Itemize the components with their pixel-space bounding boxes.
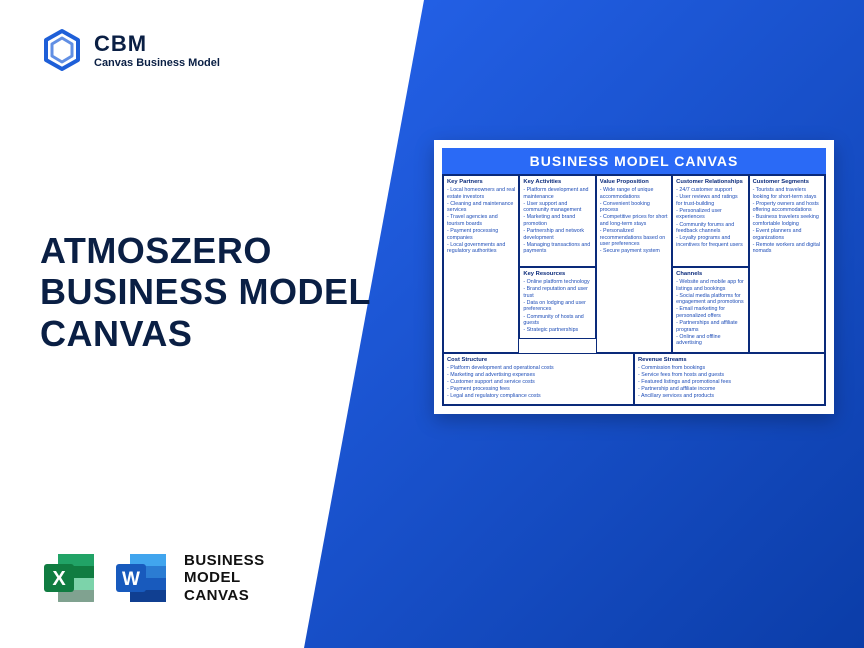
- cell-channels: Channels Website and mobile app for list…: [672, 267, 748, 353]
- cell-key-partners: Key Partners Local homeowners and real e…: [443, 175, 519, 353]
- list-item: User reviews and ratings for trust-build…: [676, 194, 744, 207]
- list-item: Event planners and organizations: [753, 228, 821, 241]
- list-item: Property owners and hosts offering accom…: [753, 201, 821, 214]
- list-item: Email marketing for personalized offers: [676, 306, 744, 319]
- list-item: Cleaning and maintenance services: [447, 201, 515, 214]
- list-item: Payment processing companies: [447, 228, 515, 241]
- list-item: Platform development and operational cos…: [447, 365, 630, 372]
- list-item: Legal and regulatory compliance costs: [447, 393, 630, 400]
- list-item: Brand reputation and user trust: [523, 286, 591, 299]
- list-item: Platform development and maintenance: [523, 187, 591, 200]
- list-item: Convenient booking process: [600, 201, 668, 214]
- logo-title: CBM: [94, 31, 220, 57]
- logo-subtitle: Canvas Business Model: [94, 57, 220, 69]
- list-item: Remote workers and digital nomads: [753, 242, 821, 255]
- svg-text:W: W: [122, 569, 140, 590]
- list-item: Website and mobile app for listings and …: [676, 279, 744, 292]
- cell-customer-relationships: Customer Relationships 24/7 customer sup…: [672, 175, 748, 267]
- format-label: BUSINESS MODEL CANVAS: [184, 552, 265, 604]
- canvas-grid: Key Partners Local homeowners and real e…: [442, 174, 826, 406]
- brand-logo: CBM Canvas Business Model: [40, 28, 220, 72]
- cell-customer-segments: Customer Segments Tourists and travelers…: [749, 175, 825, 353]
- list-item: Partnership and network development: [523, 228, 591, 241]
- svg-text:X: X: [52, 568, 66, 590]
- list-item: Marketing and advertising expenses: [447, 372, 630, 379]
- list-item: Community forums and feedback channels: [676, 222, 744, 235]
- logo-hex-icon: [40, 28, 84, 72]
- list-item: Personalized user experiences: [676, 208, 744, 221]
- word-icon: W: [112, 548, 172, 608]
- canvas-preview-card: BUSINESS MODEL CANVAS Key Partners Local…: [434, 140, 834, 414]
- list-item: Managing transactions and payments: [523, 242, 591, 255]
- cell-value-proposition: Value Proposition Wide range of unique a…: [596, 175, 672, 353]
- list-item: Service fees from hosts and guests: [638, 372, 821, 379]
- list-item: Community of hosts and guests: [523, 314, 591, 327]
- list-item: Travel agencies and tourism boards: [447, 214, 515, 227]
- canvas-title: BUSINESS MODEL CANVAS: [442, 148, 826, 174]
- format-icons-row: X W BUSINESS MODEL CANVAS: [40, 548, 265, 608]
- list-item: Commission from bookings: [638, 365, 821, 372]
- list-item: Customer support and service costs: [447, 379, 630, 386]
- list-item: Online and offline advertising: [676, 334, 744, 347]
- cell-revenue-streams: Revenue Streams Commission from bookings…: [634, 353, 825, 406]
- headline-line: CANVAS: [40, 313, 371, 354]
- list-item: 24/7 customer support: [676, 187, 744, 194]
- excel-icon: X: [40, 548, 100, 608]
- headline-line: BUSINESS MODEL: [40, 271, 371, 312]
- list-item: Featured listings and promotional fees: [638, 379, 821, 386]
- cell-key-activities: Key Activities Platform development and …: [519, 175, 595, 267]
- headline-line: ATMOSZERO: [40, 230, 371, 271]
- list-item: Competitive prices for short and long-te…: [600, 214, 668, 227]
- cell-cost-structure: Cost Structure Platform development and …: [443, 353, 634, 406]
- list-item: Secure payment system: [600, 248, 668, 255]
- list-item: Ancillary services and products: [638, 393, 821, 400]
- list-item: Personalized recommendations based on us…: [600, 228, 668, 248]
- list-item: Loyalty programs and incentives for freq…: [676, 235, 744, 248]
- list-item: Local homeowners and real estate investo…: [447, 187, 515, 200]
- list-item: Strategic partnerships: [523, 327, 591, 334]
- list-item: Data on lodging and user preferences: [523, 300, 591, 313]
- list-item: Online platform technology: [523, 279, 591, 286]
- list-item: Tourists and travelers looking for short…: [753, 187, 821, 200]
- list-item: Marketing and brand promotion: [523, 214, 591, 227]
- list-item: Local governments and regulatory authori…: [447, 242, 515, 255]
- list-item: Partnership and affiliate income: [638, 386, 821, 393]
- page-headline: ATMOSZERO BUSINESS MODEL CANVAS: [40, 230, 371, 354]
- list-item: Social media platforms for engagement an…: [676, 293, 744, 306]
- list-item: Payment processing fees: [447, 386, 630, 393]
- list-item: User support and community management: [523, 201, 591, 214]
- cell-key-resources: Key Resources Online platform technology…: [519, 267, 595, 339]
- list-item: Partnerships and affiliate programs: [676, 320, 744, 333]
- list-item: Business travelers seeking comfortable l…: [753, 214, 821, 227]
- list-item: Wide range of unique accommodations: [600, 187, 668, 200]
